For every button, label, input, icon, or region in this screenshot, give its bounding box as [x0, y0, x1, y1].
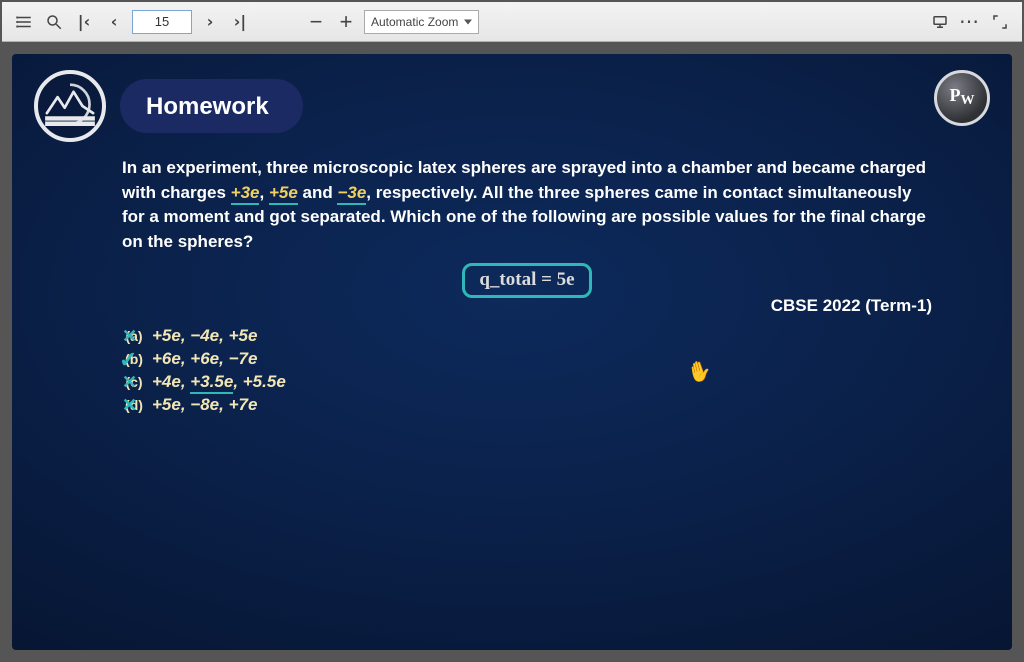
zoom-select[interactable]: Automatic Zoom	[364, 10, 479, 34]
option-mark-wrong-icon: (a)	[122, 328, 146, 344]
option-mark-wrong-icon: (d)	[122, 397, 146, 413]
badge-letter-p: P	[950, 85, 961, 106]
app-window: |‹ ‹ › ›| − + Automatic Zoom ⋯	[0, 0, 1024, 662]
search-icon[interactable]	[42, 8, 66, 36]
option-d: (d) +5e, −8e, +7e	[122, 395, 932, 415]
more-icon[interactable]: ⋯	[958, 8, 982, 36]
slide-header: Homework PW	[12, 54, 1012, 150]
option-c: (c) +4e, +3.5e, +5.5e	[122, 372, 932, 392]
option-label: (b)	[125, 351, 143, 367]
pdf-toolbar: |‹ ‹ › ›| − + Automatic Zoom ⋯	[2, 2, 1022, 42]
option-mark-correct-icon: (b)	[122, 351, 146, 367]
annotation-wrap: q_total = 5e	[122, 263, 932, 298]
option-text: +5e, −8e, +7e	[152, 395, 257, 415]
first-page-button[interactable]: |‹	[72, 8, 96, 36]
option-text: +6e, +6e, −7e	[152, 349, 257, 369]
charge-value-2: +5e	[269, 183, 298, 205]
question-part: ,	[259, 183, 268, 202]
badge-letter-w: W	[961, 93, 975, 109]
pw-badge-icon: PW	[934, 70, 990, 126]
fullscreen-icon[interactable]	[988, 8, 1012, 36]
option-text: +4e, +3.5e, +5.5e	[152, 372, 286, 392]
question-part: and	[298, 183, 338, 202]
present-icon[interactable]	[928, 8, 952, 36]
charge-value-3: −3e	[337, 183, 366, 205]
slide-title: Homework	[120, 79, 303, 133]
zoom-out-button[interactable]: −	[304, 8, 328, 36]
underlined-fragment: +3.5e	[190, 372, 233, 394]
option-text: +5e, −4e, +5e	[152, 326, 257, 346]
menu-icon[interactable]	[12, 8, 36, 36]
answer-options: (a) +5e, −4e, +5e (b) +6e, +6e, −7e (c) …	[122, 326, 932, 415]
page-number-input[interactable]	[132, 10, 192, 34]
exam-source: CBSE 2022 (Term-1)	[122, 296, 932, 316]
slide: Homework PW In an experiment, three micr…	[12, 54, 1012, 650]
option-label: (d)	[125, 397, 143, 413]
option-a: (a) +5e, −4e, +5e	[122, 326, 932, 346]
question-text: In an experiment, three microscopic late…	[122, 156, 932, 255]
option-label: (c)	[125, 374, 142, 390]
brand-logo-icon	[34, 70, 106, 142]
next-page-button[interactable]: ›	[198, 8, 222, 36]
viewer: Homework PW In an experiment, three micr…	[2, 42, 1022, 660]
option-b: (b) +6e, +6e, −7e	[122, 349, 932, 369]
slide-content: In an experiment, three microscopic late…	[12, 150, 1012, 438]
handwritten-annotation: q_total = 5e	[462, 263, 591, 298]
charge-value-1: +3e	[231, 183, 260, 205]
option-label: (a)	[125, 328, 142, 344]
last-page-button[interactable]: ›|	[228, 8, 252, 36]
prev-page-button[interactable]: ‹	[102, 8, 126, 36]
zoom-in-button[interactable]: +	[334, 8, 358, 36]
option-mark-wrong-icon: (c)	[122, 374, 146, 390]
zoom-select-label: Automatic Zoom	[371, 15, 458, 29]
